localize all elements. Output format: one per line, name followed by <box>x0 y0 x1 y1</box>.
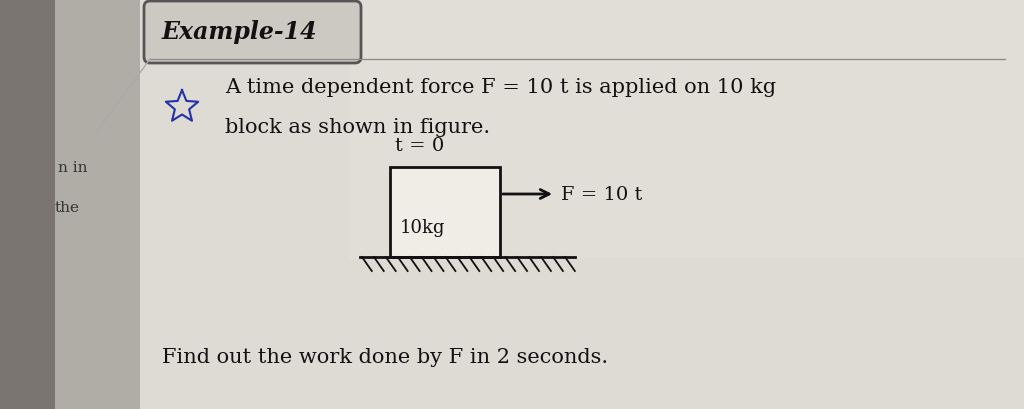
FancyBboxPatch shape <box>144 2 361 64</box>
Text: 10kg: 10kg <box>400 218 445 236</box>
Text: Example-14: Example-14 <box>162 20 317 45</box>
Bar <box>140 0 1024 409</box>
Text: n in: n in <box>58 161 87 175</box>
Text: A time dependent force F = 10 t is applied on 10 kg: A time dependent force F = 10 t is appli… <box>225 78 776 97</box>
Text: F = 10 t: F = 10 t <box>561 186 642 204</box>
Bar <box>390 168 500 257</box>
Text: block as shown in figure.: block as shown in figure. <box>225 118 490 137</box>
Bar <box>0 0 55 409</box>
Bar <box>55 0 140 409</box>
Text: t = 0: t = 0 <box>395 137 444 155</box>
Bar <box>350 0 1024 259</box>
Text: Find out the work done by F in 2 seconds.: Find out the work done by F in 2 seconds… <box>162 348 608 366</box>
Text: the: the <box>55 200 80 214</box>
